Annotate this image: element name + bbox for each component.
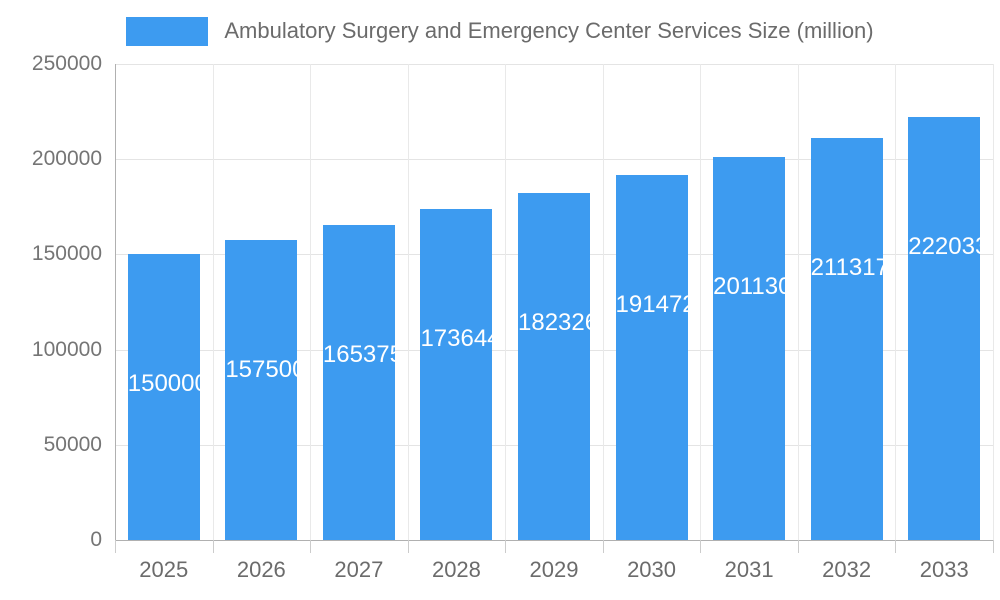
gridline-vertical [700,64,701,540]
gridline-vertical [408,64,409,540]
y-axis-tick-label: 150000 [31,242,102,266]
bar-value-label: 222033 [908,233,980,261]
chart-legend: Ambulatory Surgery and Emergency Center … [0,0,1000,62]
gridline-horizontal [115,540,993,541]
x-axis-tick [115,540,116,553]
gridline-vertical [798,64,799,540]
y-axis-tick-label: 0 [90,528,102,551]
bar-value-label: 211317 [810,253,883,281]
bar-value-label: 157500 [225,356,297,384]
x-axis-tick [213,540,214,553]
x-axis-tick-label: 2025 [139,557,189,582]
y-axis-tick-label: 250000 [31,52,102,75]
y-axis-tick-label: 200000 [31,147,102,171]
gridline-vertical [505,64,506,540]
x-axis-tick [603,540,604,553]
gridline-vertical [603,64,604,540]
x-axis-tick [408,540,409,553]
bar[interactable] [518,192,590,540]
x-axis-tick [700,540,701,553]
x-axis-tick [310,540,311,553]
y-axis: 0 50000 100000 150000 200000 250000 [0,0,115,600]
legend-label: Ambulatory Surgery and Emergency Center … [224,18,874,43]
x-axis-tick [993,540,994,553]
gridline-vertical [895,64,896,540]
bar[interactable] [615,175,688,540]
bar[interactable] [713,157,786,540]
bar[interactable] [127,254,200,540]
gridline-horizontal [115,64,993,65]
bar-value-label: 165375 [322,341,395,369]
bar-value-label: 173644 [420,325,492,353]
x-axis-tick [895,540,896,553]
bar[interactable] [420,209,493,540]
x-axis-tick-label: 2028 [431,557,481,582]
bar[interactable] [225,240,298,540]
bar[interactable] [322,225,395,540]
x-axis-tick [798,540,799,553]
gridline-horizontal [115,159,993,161]
bar[interactable] [810,137,883,540]
y-axis-tick-label: 100000 [31,337,102,361]
x-axis-tick-label: 2032 [822,557,872,582]
x-axis-tick-label: 2033 [919,557,969,582]
x-axis-tick-label: 2027 [334,557,384,582]
y-axis-tick-label: 50000 [43,432,102,456]
x-axis-tick-label: 2026 [236,557,286,582]
y-axis-line [115,64,116,553]
gridline-vertical [993,64,994,540]
x-axis-tick-label: 2030 [627,557,677,582]
bar-value-label: 201130 [713,273,786,301]
gridline-vertical [310,64,311,540]
bar[interactable] [908,117,981,540]
x-axis-tick [505,540,506,553]
bar-value-label: 150000 [127,370,200,398]
x-axis-tick-label: 2029 [529,557,579,582]
legend-color-swatch [126,16,209,46]
gridline-vertical [213,64,214,540]
x-axis-tick-label: 2031 [724,557,774,582]
bar-value-label: 182326 [518,308,590,336]
